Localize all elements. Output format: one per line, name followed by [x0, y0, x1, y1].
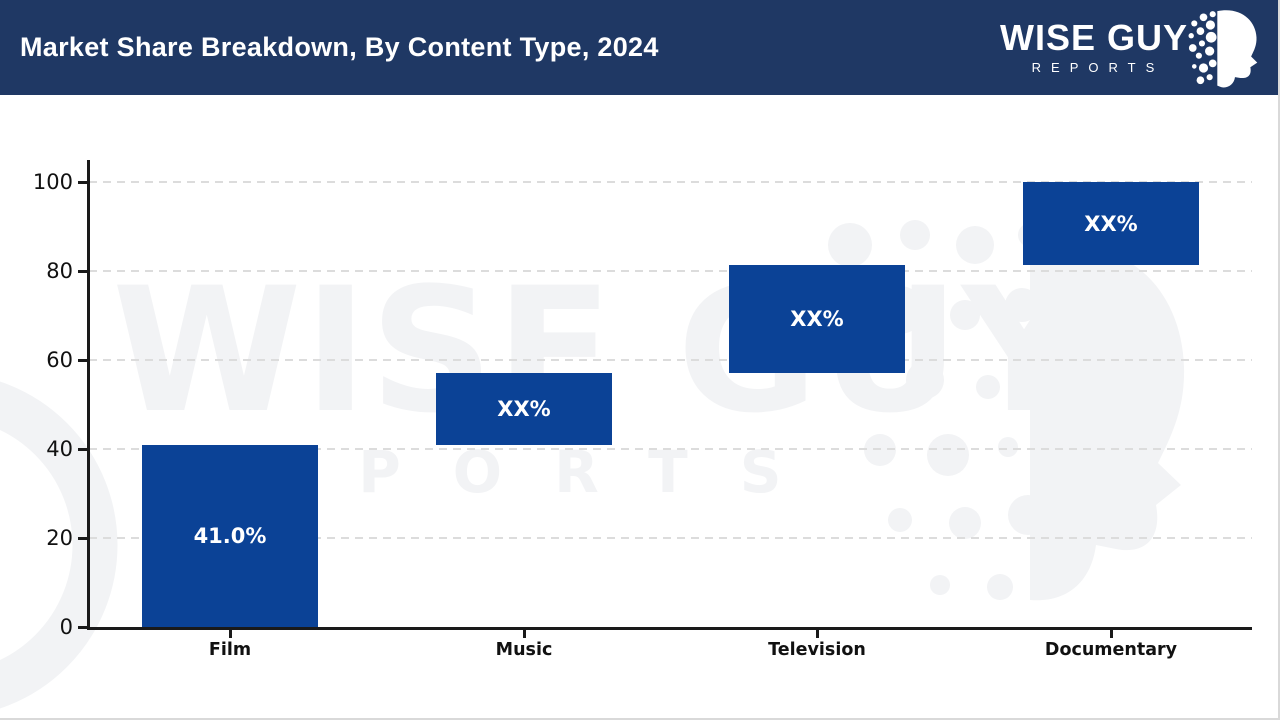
x-tick-label-music: Music [495, 640, 553, 660]
y-tick-label-0: 0 [59, 615, 73, 639]
gridline-20 [89, 537, 1252, 539]
gridline-40 [89, 448, 1252, 450]
plot-region: 0 20 40 60 80 100 41.0% XX% XX% XX% Film Music Telev… [0, 95, 1280, 720]
y-tick-label-20: 20 [46, 526, 73, 550]
gridline-100 [89, 181, 1252, 183]
x-tick-label-documentary: Documentary [1044, 640, 1178, 660]
chart-title: Market Share Breakdown, By Content Type,… [20, 32, 659, 62]
y-tick-label-40: 40 [46, 437, 73, 461]
x-tick-label-television: Television [768, 640, 866, 660]
bar-music: XX% [436, 373, 612, 445]
logo-text: WISE GUY REPORTS [999, 17, 1188, 76]
bar-value-label-film: 41.0% [193, 523, 267, 548]
y-tick-label-100: 100 [32, 170, 73, 194]
gridline-80 [89, 270, 1252, 272]
y-tick-label-80: 80 [46, 259, 73, 283]
wiseguy-logo: WISE GUY REPORTS [1000, 5, 1268, 91]
y-axis-tick-20 [78, 537, 87, 540]
x-axis-tick-film [229, 629, 232, 638]
bar-television: XX% [729, 265, 905, 374]
x-axis-tick-documentary [1110, 629, 1113, 638]
y-axis-tick-40 [78, 448, 87, 451]
bar-value-label-documentary: XX% [1084, 211, 1138, 236]
x-tick-label-film: Film [208, 640, 252, 660]
y-axis-tick-100 [78, 181, 87, 184]
y-axis-tick-0 [78, 626, 87, 629]
header-bar: Market Share Breakdown, By Content Type,… [0, 0, 1278, 95]
y-tick-label-60: 60 [46, 348, 73, 372]
logo-wordmark: WISE GUY [999, 17, 1188, 58]
bar-film: 41.0% [142, 444, 318, 627]
y-axis-tick-60 [78, 359, 87, 362]
bar-value-label-television: XX% [790, 307, 844, 332]
x-axis-line [87, 627, 1252, 630]
x-axis-tick-television [816, 629, 819, 638]
y-axis-tick-80 [78, 270, 87, 273]
logo-face-icon [1188, 9, 1258, 87]
bar-value-label-music: XX% [497, 396, 551, 421]
bar-documentary: XX% [1023, 182, 1199, 266]
y-axis-line [87, 160, 90, 630]
chart-area: WISE GUY REPORTS 0 20 40 60 80 100 41.0% XX% XX%… [0, 95, 1280, 720]
logo-subtext: REPORTS [1031, 60, 1165, 75]
x-axis-tick-music [523, 629, 526, 638]
gridline-60 [89, 359, 1252, 361]
